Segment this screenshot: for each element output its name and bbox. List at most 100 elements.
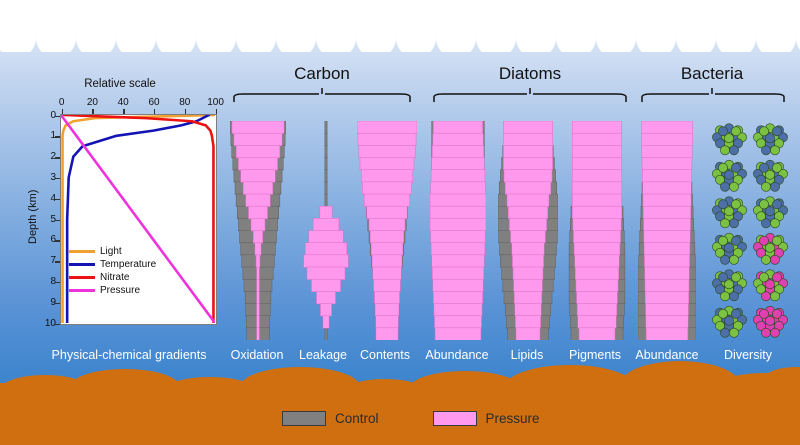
pressure-bar-segment — [571, 193, 623, 207]
pressure-bar-segment — [509, 218, 547, 232]
pressure-label: Pressure — [485, 411, 540, 426]
pressure-bar-segment — [373, 278, 401, 292]
pressure-bar-segment — [374, 291, 400, 305]
diversity-cell — [761, 291, 771, 302]
pressure-bar-segment — [434, 327, 482, 340]
diversity-cell — [765, 315, 775, 326]
chart-legend-entry-nitrate: Nitrate — [69, 271, 156, 284]
pressure-bar-segment — [431, 266, 485, 280]
cloud-scallop — [156, 18, 196, 52]
diversity-cell — [759, 162, 769, 173]
chart-y-tick-mark — [55, 219, 60, 221]
pressure-swatch — [432, 411, 477, 426]
pressure-bar-segment — [571, 181, 623, 195]
pressure-bar-segment — [252, 230, 264, 244]
chart-x-tick-label: 40 — [117, 97, 129, 108]
column-label-oxidation-1: Oxidation — [230, 348, 284, 362]
bar-column-bacteria-abundance — [638, 121, 696, 340]
diversity-cell — [729, 145, 739, 156]
pressure-bar-segment — [515, 315, 541, 329]
pressure-bar-segment — [233, 132, 283, 146]
group-title-carbon: Carbon — [294, 64, 350, 83]
chart-legend-label: Nitrate — [100, 272, 130, 283]
column-label-pigments-6: Pigments — [568, 348, 622, 362]
diversity-cell — [759, 199, 769, 210]
chart-x-tick-mark — [123, 109, 125, 114]
chart-legend-label: Light — [100, 246, 122, 257]
chart-x-tick-mark — [154, 109, 156, 114]
diversity-cell — [770, 145, 780, 156]
pressure-bar-segment — [511, 242, 545, 256]
chart-x-tick-mark — [215, 109, 217, 114]
pressure-bar-segment — [357, 121, 417, 134]
pressure-bar-segment — [503, 145, 553, 159]
pressure-bar-segment — [573, 242, 621, 256]
chart-x-tick-mark — [92, 109, 94, 114]
pressure-bar-segment — [248, 205, 268, 219]
diversity-cell — [718, 308, 728, 319]
pressure-bar-segment — [575, 266, 619, 280]
diversity-cell — [761, 181, 771, 192]
pressure-bar-segment — [322, 315, 330, 329]
diversity-cell — [765, 133, 775, 144]
chart-plot-area: Light Temperature Nitrate Pressure — [60, 114, 217, 325]
pressure-bar-segment — [578, 327, 616, 340]
cloud-scallop — [36, 18, 76, 52]
seafloor-lump — [70, 369, 180, 405]
cloud-scallop — [276, 18, 316, 52]
diversity-cell — [765, 279, 775, 290]
pressure-bar-segment — [507, 205, 549, 219]
pressure-bar-segment — [362, 181, 412, 195]
bar-column-diatoms-lipids — [498, 121, 558, 340]
chart-y-tick-label: 0 — [50, 109, 56, 121]
cloud-scallop — [236, 18, 276, 52]
chart-x-tick-label: 80 — [179, 97, 191, 108]
diversity-cell — [759, 235, 769, 246]
diversity-cell — [770, 254, 780, 265]
diversity-cell — [720, 181, 730, 192]
chart-y-tick-mark — [55, 282, 60, 284]
pressure-bar-segment — [642, 181, 692, 195]
chart-x-tick-mark — [184, 109, 187, 114]
cloud-scallop — [796, 18, 800, 52]
pressure-bar-segment — [512, 266, 544, 280]
pressure-bar-segment — [231, 121, 285, 134]
cloud-scallop — [716, 18, 756, 52]
diversity-cell — [772, 199, 782, 210]
pressure-bar-segment — [306, 266, 346, 280]
pressure-bar-segment — [433, 303, 483, 317]
chart-series-light — [61, 115, 215, 323]
diversity-cell — [720, 254, 730, 265]
pressure-bar-segment — [642, 193, 692, 207]
chart-title: Relative scale — [84, 78, 156, 90]
pressure-bar-segment — [432, 132, 484, 146]
group-title-bacteria: Bacteria — [680, 64, 744, 83]
pressure-bar-segment — [256, 291, 260, 305]
control-label: Control — [335, 411, 379, 426]
chart-series-temperature — [65, 115, 211, 323]
pressure-bar-segment — [513, 278, 543, 292]
column-label-lipids-5: Lipids — [510, 348, 544, 362]
chart-legend-swatch — [69, 262, 95, 267]
chart-y-tick-mark — [55, 178, 60, 180]
chart-y-tick-label: 9 — [50, 296, 56, 308]
cloud-scallop — [556, 18, 596, 52]
chart-y-tick-mark — [55, 323, 60, 325]
diversity-cell — [720, 327, 730, 338]
chart-y-tick-label: 5 — [50, 213, 56, 225]
legend-entry-pressure: Pressure — [432, 411, 540, 426]
chart-legend-label: Temperature — [100, 259, 157, 270]
pressure-bar-segment — [642, 205, 692, 219]
pressure-bar-segment — [256, 327, 260, 340]
cloud-scallop — [76, 18, 116, 52]
chart-y-tick-mark — [55, 115, 60, 117]
diversity-cell — [720, 145, 730, 156]
diversity-cell — [731, 126, 741, 137]
diversity-cell — [724, 133, 734, 144]
chart-series-nitrate — [62, 115, 215, 323]
cloud-scallop — [0, 18, 36, 52]
cloud-scallop — [516, 18, 556, 52]
column-label-contents-3: Contents — [359, 348, 411, 362]
pressure-bar-segment — [430, 230, 486, 244]
